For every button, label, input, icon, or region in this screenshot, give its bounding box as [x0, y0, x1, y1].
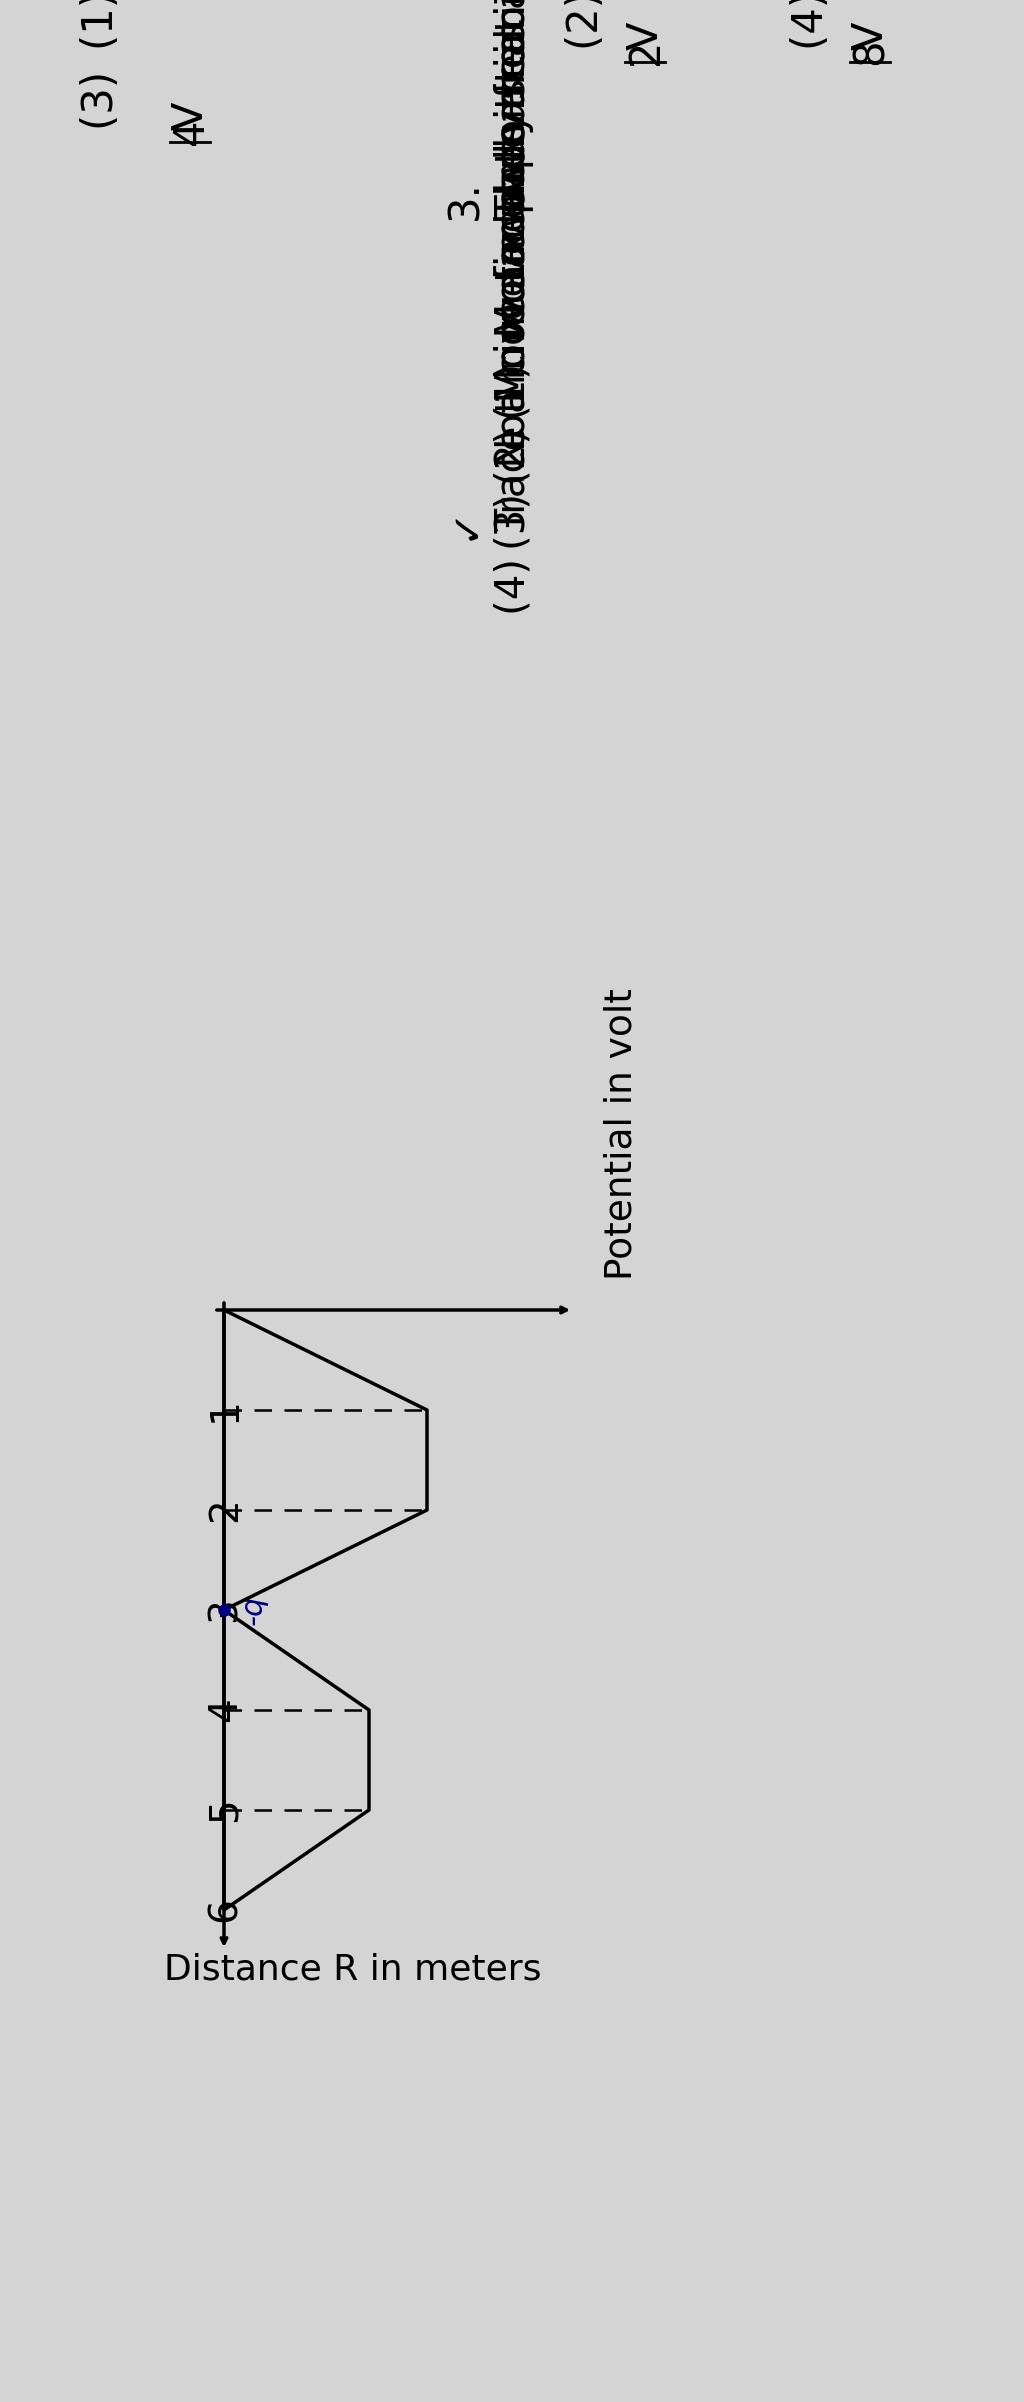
Text: 2: 2 [625, 38, 667, 65]
Text: (1)  Move away from origin: (1) Move away from origin [494, 0, 534, 420]
Text: fixed point is as shown below. A charge − q is put at R =: fixed point is as shown below. A charge … [494, 0, 534, 281]
Text: Distance R in meters: Distance R in meters [164, 1953, 542, 1986]
Text: V: V [625, 22, 667, 50]
Text: 5: 5 [206, 1797, 244, 1823]
Text: 4: 4 [206, 1698, 244, 1722]
Text: The variation of potential with distance R from a: The variation of potential with distance… [494, 0, 534, 221]
Text: ✓: ✓ [444, 504, 486, 540]
Text: (4): (4) [790, 0, 831, 50]
Text: 4: 4 [170, 118, 212, 144]
Text: m and released. The charge will: m and released. The charge will [494, 0, 534, 341]
Text: 1: 1 [206, 1398, 244, 1422]
Text: (2): (2) [565, 0, 607, 50]
Text: 8: 8 [850, 38, 892, 65]
Text: (3): (3) [80, 43, 122, 130]
Text: 3: 3 [206, 1597, 244, 1621]
Text: (4)  Trace a circular path: (4) Trace a circular path [494, 123, 534, 615]
Text: (2)  Move towards the origin: (2) Move towards the origin [494, 0, 534, 485]
Text: 2: 2 [206, 1496, 244, 1523]
Text: Potential in volt: Potential in volt [603, 987, 639, 1280]
Text: -q: -q [239, 1595, 268, 1626]
Text: V: V [170, 101, 212, 130]
Text: 3.: 3. [444, 180, 486, 221]
Text: (1)  V: (1) V [80, 0, 122, 50]
Text: V: V [850, 22, 892, 50]
Text: 6: 6 [206, 1898, 244, 1922]
Text: (3)  Not move: (3) Not move [494, 271, 534, 550]
